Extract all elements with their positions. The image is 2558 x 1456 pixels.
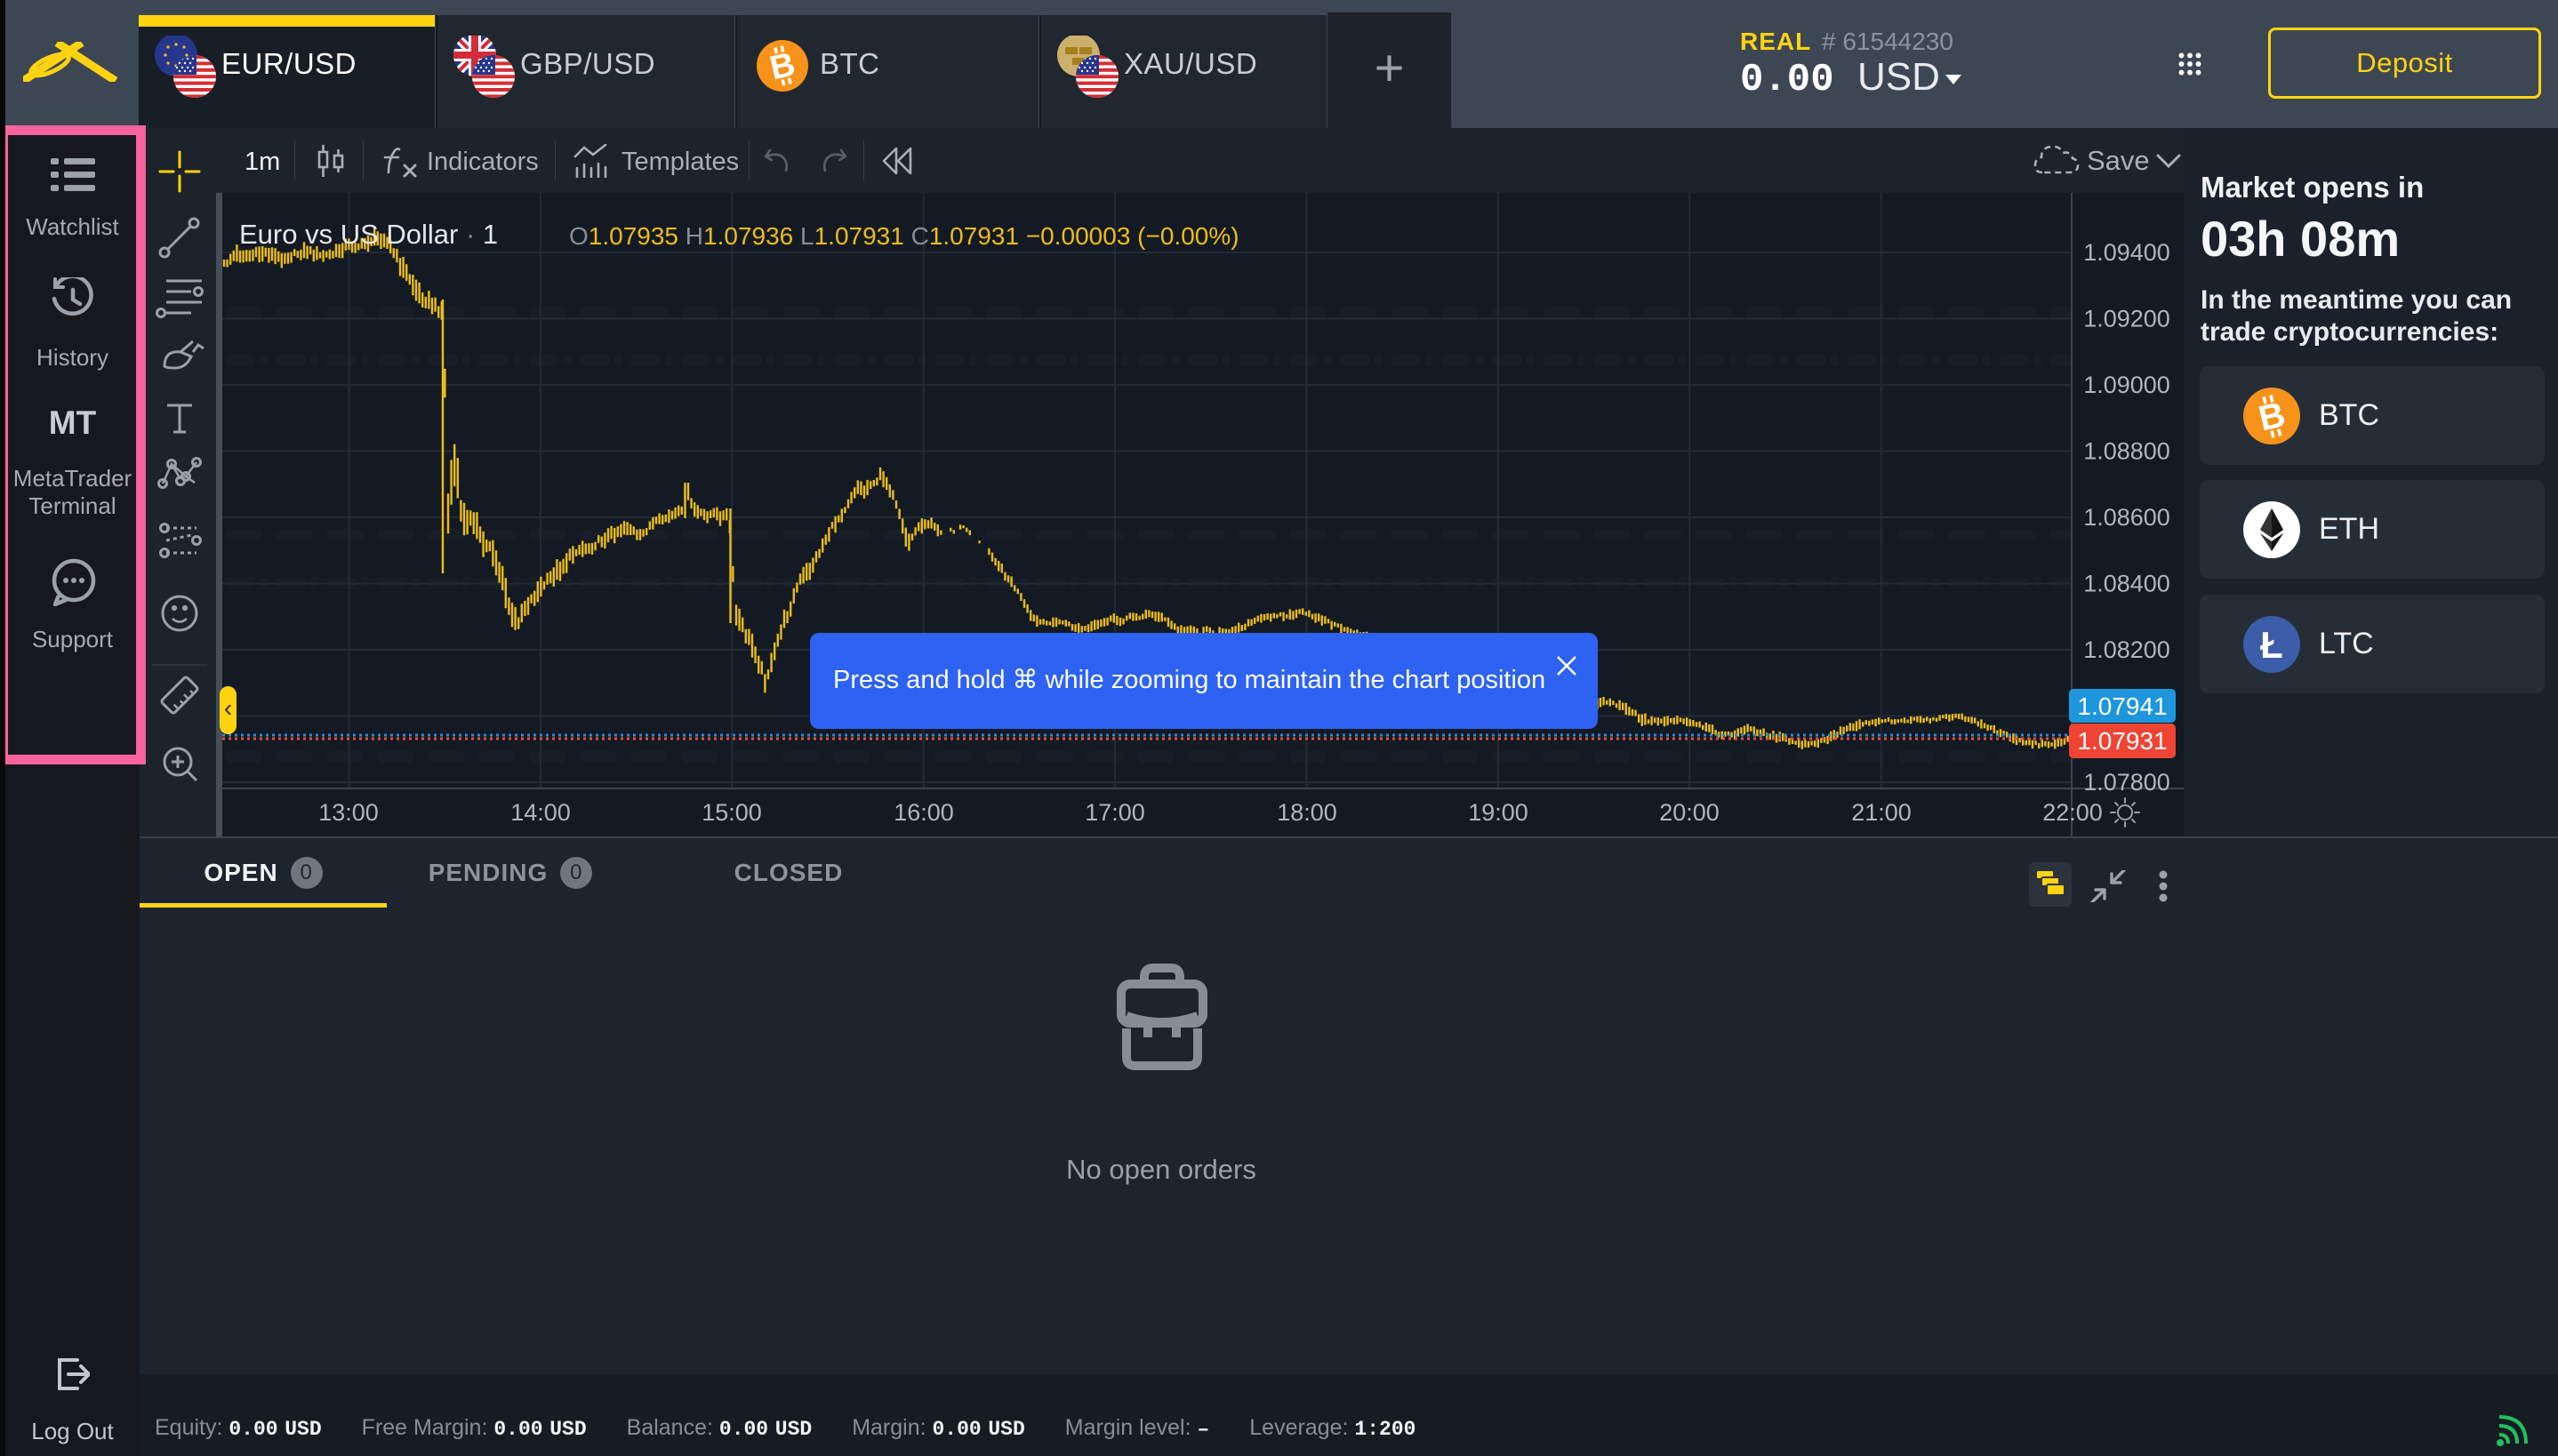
svg-text:1.08200: 1.08200 xyxy=(2083,636,2170,663)
svg-text:1.07800: 1.07800 xyxy=(2083,769,2170,796)
svg-text:18:00: 18:00 xyxy=(1277,799,1337,826)
svg-text:13:00: 13:00 xyxy=(318,799,379,826)
svg-text:1.09000: 1.09000 xyxy=(2083,372,2170,398)
svg-text:1.08600: 1.08600 xyxy=(2083,504,2170,531)
svg-text:14:00: 14:00 xyxy=(510,799,571,826)
svg-text:15:00: 15:00 xyxy=(702,799,762,826)
svg-text:1.07931: 1.07931 xyxy=(2077,727,2167,755)
svg-text:21:00: 21:00 xyxy=(1851,799,1912,826)
svg-text:20:00: 20:00 xyxy=(1659,799,1720,826)
svg-text:17:00: 17:00 xyxy=(1085,799,1145,826)
svg-text:1.08800: 1.08800 xyxy=(2083,438,2170,465)
svg-text:16:00: 16:00 xyxy=(894,799,954,826)
svg-text:1.08400: 1.08400 xyxy=(2083,571,2170,597)
svg-text:Ł: Ł xyxy=(2260,624,2283,666)
svg-text:1.09400: 1.09400 xyxy=(2083,239,2170,266)
svg-text:1.07941: 1.07941 xyxy=(2077,692,2167,720)
svg-text:22:00: 22:00 xyxy=(2042,799,2103,826)
svg-text:1.09200: 1.09200 xyxy=(2083,306,2170,332)
svg-text:19:00: 19:00 xyxy=(1468,799,1528,826)
